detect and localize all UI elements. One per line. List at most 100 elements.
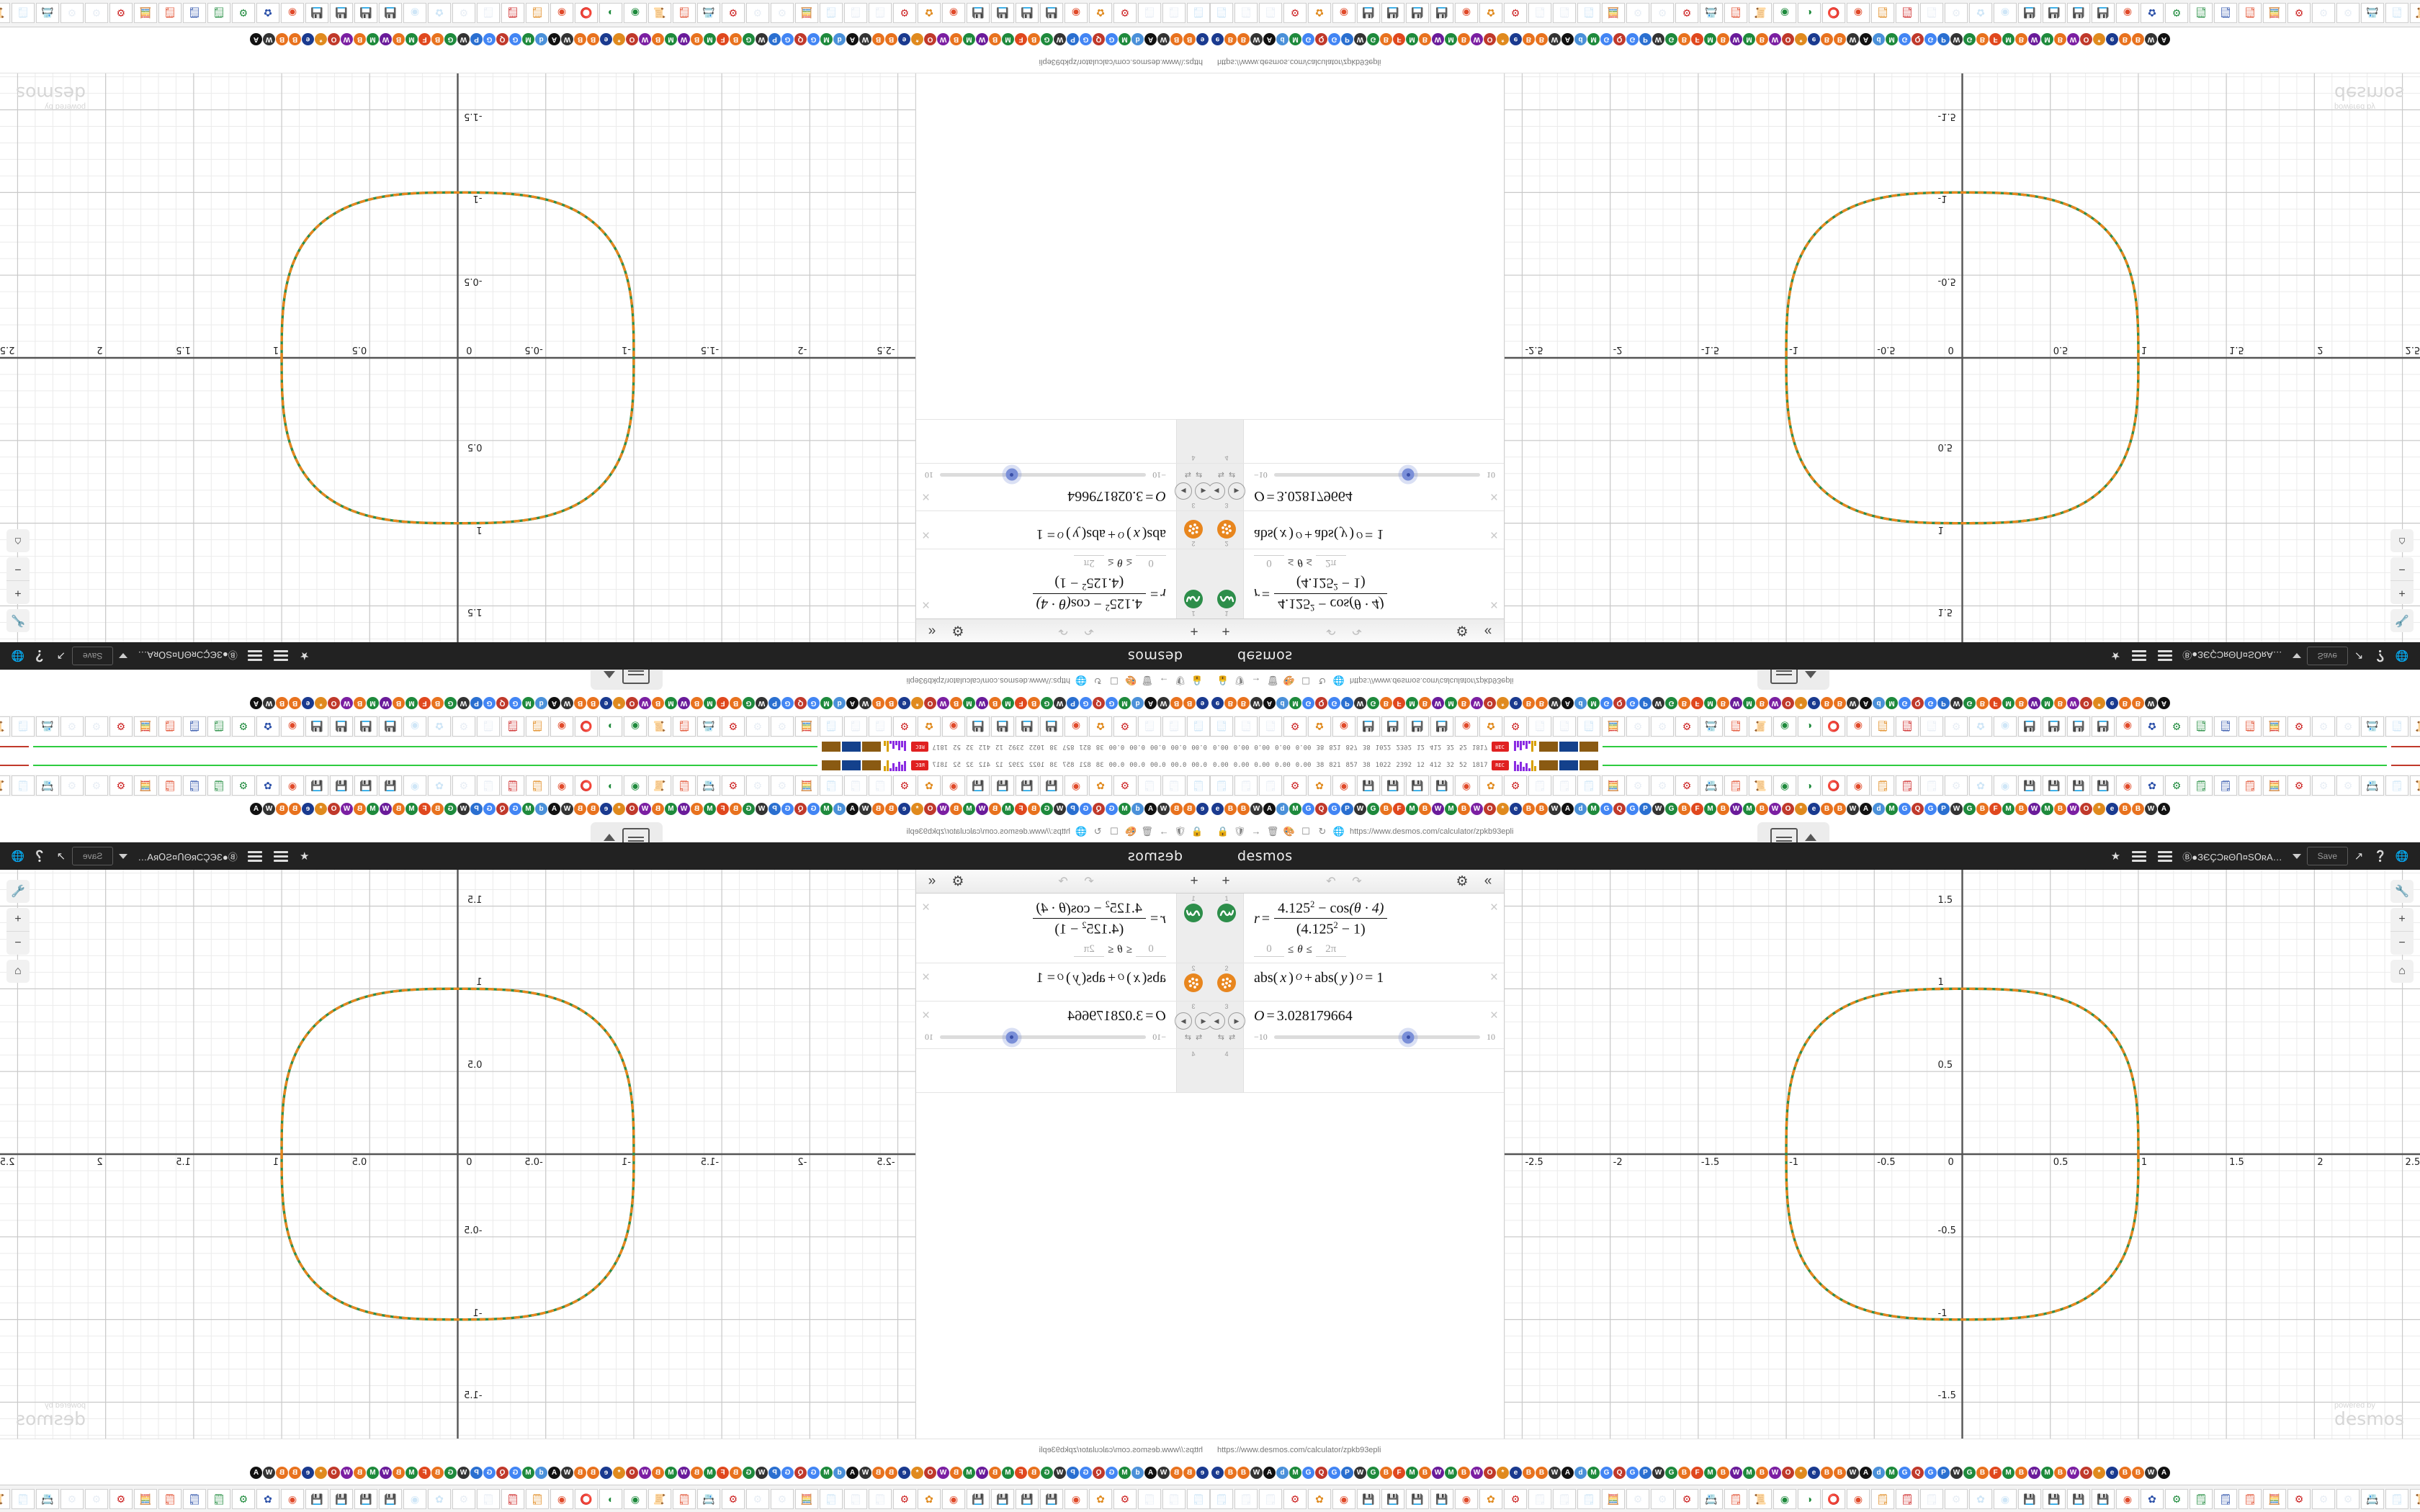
tab-favicon[interactable]: B <box>431 1466 444 1479</box>
tab-favicon[interactable]: W <box>859 802 871 815</box>
tab-favicon[interactable]: B <box>574 33 586 46</box>
tab-favicon[interactable]: * <box>613 802 625 815</box>
tab-favicon[interactable]: F <box>717 802 729 815</box>
help-icon[interactable]: ❔ <box>32 649 47 662</box>
slider-control[interactable]: −10 10 <box>1254 468 1495 481</box>
taskbar-item[interactable]: ⚙ <box>1626 1489 1649 1509</box>
tab-favicon[interactable]: M <box>1406 33 1418 46</box>
taskbar-item[interactable]: 🗒 <box>1138 3 1161 23</box>
taskbar-item[interactable]: 📜 <box>2410 3 2420 23</box>
tab-favicon[interactable]: B <box>289 802 301 815</box>
taskbar-item[interactable]: 🗒 <box>1577 1489 1600 1509</box>
taskbar-item[interactable]: 📇 <box>1700 775 1723 796</box>
tab-favicon[interactable]: B <box>393 33 405 46</box>
taskbar-item[interactable]: ◑ <box>599 1489 622 1509</box>
tab-favicon[interactable]: B <box>2015 1466 2027 1479</box>
tab-favicon[interactable]: W <box>380 802 392 815</box>
tab-favicon[interactable]: M <box>704 802 716 815</box>
tab-favicon[interactable]: B <box>1028 802 1040 815</box>
slider-control[interactable]: −10 10 <box>1254 1031 1495 1044</box>
taskbar-item[interactable]: ◉ <box>942 1489 965 1509</box>
tab-favicon[interactable]: M <box>2002 802 2015 815</box>
tab-favicon[interactable]: * <box>911 1466 923 1479</box>
tab-favicon[interactable]: W <box>1549 33 1561 46</box>
tab-favicon[interactable]: G <box>444 33 457 46</box>
row-content[interactable]: abs(x) O + abs(y) O = 1 × <box>1244 963 1504 1001</box>
paint-icon[interactable]: 🎨 <box>1124 675 1137 687</box>
domain-min-field[interactable]: 0 <box>1254 943 1284 958</box>
taskbar-item[interactable]: ◑ <box>1798 1489 1821 1509</box>
slider-thumb[interactable] <box>1402 1031 1415 1044</box>
tab-favicon[interactable]: G <box>1665 33 1677 46</box>
arrow-right-icon[interactable]: → <box>1251 826 1261 837</box>
tab-favicon[interactable]: P <box>1937 802 1950 815</box>
tab-favicon[interactable]: W <box>1847 33 1859 46</box>
taskbar-item[interactable]: 🗒 <box>1724 716 1747 737</box>
taskbar-item[interactable]: ⚙ <box>771 716 794 737</box>
taskbar-item[interactable]: 🗒 <box>869 775 892 796</box>
expression-row-2[interactable]: 2 <box>916 510 1210 549</box>
tab-favicon[interactable]: F <box>1393 697 1405 710</box>
loop-left-icon[interactable]: ⇆ <box>1196 469 1203 479</box>
arrow-right-icon[interactable]: → <box>1159 675 1169 686</box>
tab-favicon[interactable]: M <box>1289 802 1301 815</box>
tab-favicon[interactable]: W <box>1950 33 1963 46</box>
tab-favicon[interactable]: e <box>2106 802 2118 815</box>
tab-favicon[interactable]: F <box>1691 33 1703 46</box>
taskbar-item[interactable]: ◉ <box>1994 3 2017 23</box>
taskbar-item[interactable]: ⚙ <box>85 3 108 23</box>
taskbar-item[interactable]: 📇 <box>36 716 59 737</box>
globe-icon[interactable]: 🌐 <box>1075 675 1088 687</box>
domain-max-field[interactable]: 2π <box>1074 554 1105 569</box>
tab-favicon[interactable]: G <box>781 697 794 710</box>
window-icon[interactable]: ☐ <box>1110 675 1119 687</box>
tab-favicon[interactable]: W <box>1769 697 1781 710</box>
tab-favicon[interactable]: d <box>535 697 547 710</box>
taskbar-item[interactable]: 💾 <box>305 3 328 23</box>
taskbar-item[interactable]: ✿ <box>2141 3 2164 23</box>
tab-favicon[interactable]: e <box>2106 1466 2118 1479</box>
delete-row-button[interactable]: × <box>1489 597 1498 612</box>
wave-icon[interactable] <box>1184 590 1203 608</box>
taskbar-item[interactable]: 🗒 <box>844 3 867 23</box>
taskbar-item[interactable]: ◉ <box>1065 775 1088 796</box>
taskbar-item[interactable]: 💾 <box>2043 716 2066 737</box>
tab-favicon[interactable]: e <box>1196 697 1209 710</box>
tab-favicon[interactable]: M <box>1119 1466 1131 1479</box>
tab-favicon[interactable]: F <box>1691 697 1703 710</box>
slider-thumb[interactable] <box>1402 468 1415 481</box>
taskbar-item[interactable]: ⚙ <box>2287 716 2311 737</box>
tab-favicon[interactable]: M <box>704 33 716 46</box>
row-content[interactable]: O = 3.028179664 −10 10 <box>916 1002 1176 1048</box>
add-expression-button[interactable]: + <box>1190 624 1198 639</box>
taskbar-item[interactable]: 💾 <box>330 716 353 737</box>
taskbar-item[interactable]: 🗒 <box>1187 716 1210 737</box>
tab-favicon[interactable]: B <box>950 697 962 710</box>
tab-favicon[interactable]: Q <box>1613 697 1626 710</box>
implicit-equation[interactable]: abs(x) O + abs(y) O = 1 <box>925 526 1166 542</box>
tab-favicon[interactable]: W <box>756 697 768 710</box>
tab-favicon[interactable]: B <box>691 802 703 815</box>
tab-favicon[interactable]: W <box>639 1466 651 1479</box>
language-globe-icon[interactable]: 🌐 <box>2395 649 2409 662</box>
tab-favicon[interactable]: e <box>600 33 612 46</box>
zoom-controls[interactable]: + − <box>2390 908 2414 955</box>
add-expression-button[interactable]: + <box>1222 624 1230 639</box>
taskbar-item[interactable]: 💾 <box>1040 716 1063 737</box>
tab-favicon[interactable]: G <box>1041 1466 1053 1479</box>
taskbar-item[interactable]: 🧮 <box>2263 716 2286 737</box>
tab-favicon[interactable]: B <box>574 802 586 815</box>
taskbar-item[interactable]: 🗒 <box>158 775 182 796</box>
tab-favicon[interactable]: B <box>276 802 288 815</box>
taskbar-item[interactable]: 🗒 <box>1187 3 1210 23</box>
tab-favicon[interactable]: G <box>1963 1466 1976 1479</box>
tab-favicon[interactable]: B <box>431 697 444 710</box>
tab-favicon[interactable]: G <box>1367 802 1379 815</box>
tab-favicon[interactable]: A <box>548 802 560 815</box>
delete-row-button[interactable]: × <box>1489 970 1498 986</box>
tab-favicon[interactable]: d <box>1574 1466 1587 1479</box>
taskbar-item[interactable]: ◉ <box>1065 1489 1088 1509</box>
taskbar-item[interactable]: 🗒 <box>869 716 892 737</box>
